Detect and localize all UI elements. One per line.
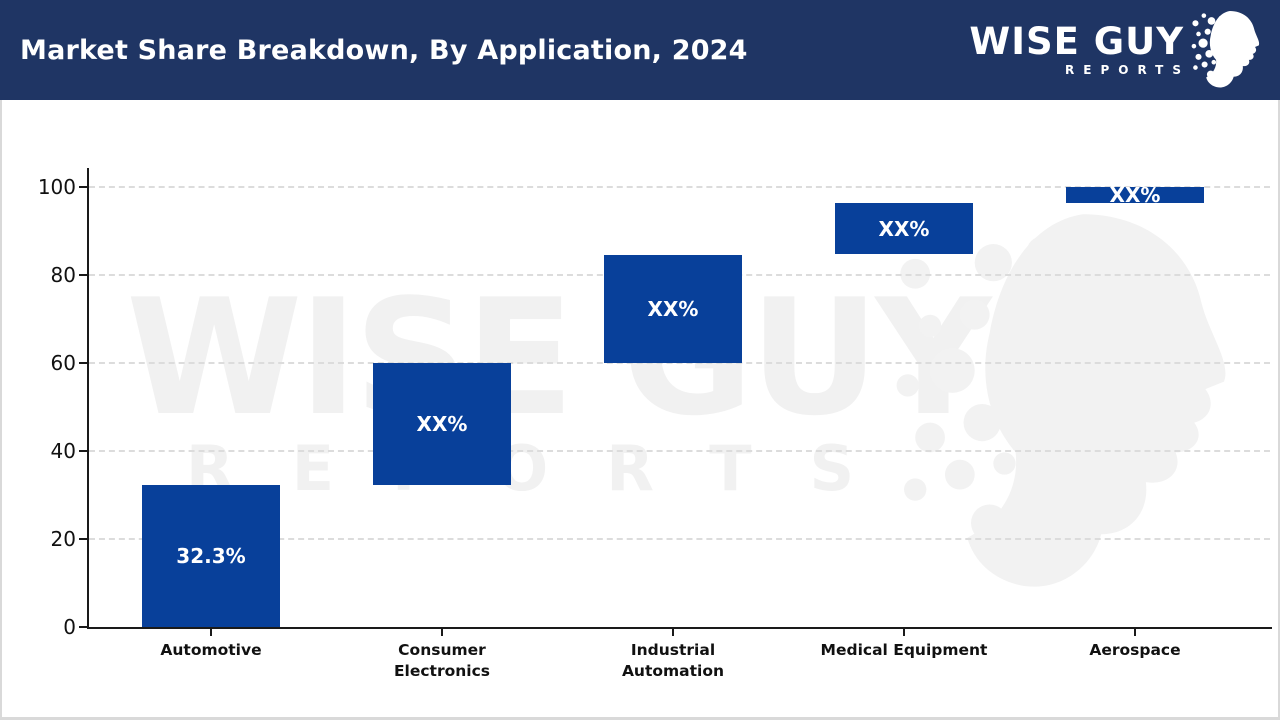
gridline-60: [89, 362, 1270, 364]
bar-label-aerospace: XX%: [1109, 183, 1161, 208]
brand-logo-text: WISE GUY REPORTS: [969, 23, 1184, 77]
gridline-40: [89, 450, 1270, 452]
x-tick-mark-0: [210, 629, 212, 636]
brand-wordmark: WISE GUY: [969, 20, 1184, 63]
x-category-label-0: Automotive: [160, 641, 262, 659]
y-tick-label-0: 0: [63, 615, 76, 639]
y-tick-mark-60: [79, 362, 87, 364]
y-tick-mark-40: [79, 450, 87, 452]
x-category-label-2: Industrial Automation: [621, 641, 725, 680]
y-tick-mark-0: [79, 626, 87, 628]
bar-label-medical-equipment: XX%: [878, 216, 930, 241]
bar-automotive: 32.3%: [142, 484, 280, 627]
page-title: Market Share Breakdown, By Application, …: [20, 34, 748, 66]
y-tick-label-100: 100: [37, 175, 76, 199]
header-bar: Market Share Breakdown, By Application, …: [0, 0, 1280, 100]
x-tick-mark-4: [1134, 629, 1136, 636]
y-tick-label-80: 80: [50, 263, 76, 287]
watermark: WISE GUY REPORTS: [0, 100, 1280, 720]
bar-medical-equipment: XX%: [835, 203, 973, 254]
logo-head-icon: [1191, 11, 1260, 88]
x-category-label-3: Medical Equipment: [820, 641, 988, 659]
bar-label-automotive: 32.3%: [176, 543, 246, 568]
x-category-label-1: Consumer Electronics: [393, 641, 491, 680]
brand-logo: WISE GUY REPORTS: [969, 8, 1266, 92]
x-axis-line: [87, 627, 1272, 629]
brand-subtext: REPORTS: [1065, 63, 1190, 77]
gridline-100: [89, 186, 1270, 188]
x-tick-mark-2: [672, 629, 674, 636]
x-tick-mark-1: [441, 629, 443, 636]
bar-aerospace: XX%: [1066, 183, 1204, 207]
bar-industrial-automation: XX%: [604, 255, 742, 363]
y-tick-mark-80: [79, 274, 87, 276]
gridline-20: [89, 538, 1270, 540]
y-tick-label-40: 40: [50, 439, 76, 463]
x-tick-mark-3: [903, 629, 905, 636]
y-tick-label-60: 60: [50, 351, 76, 375]
chart-plot-area: 0 20 40 60 80 100 32.3% XX% XX% XX% XX% Automotive C…: [0, 100, 1280, 720]
bar-label-consumer-electronics: XX%: [416, 411, 468, 436]
x-category-label-4: Aerospace: [1089, 641, 1181, 659]
y-tick-mark-100: [79, 186, 87, 188]
y-axis-line: [87, 168, 89, 629]
y-tick-mark-20: [79, 538, 87, 540]
y-tick-label-20: 20: [50, 527, 76, 551]
watermark-subtext: REPORTS: [186, 432, 913, 505]
watermark-wordmark: WISE GUY: [126, 264, 991, 451]
bar-consumer-electronics: XX%: [373, 363, 511, 485]
bar-label-industrial-automation: XX%: [647, 297, 699, 322]
